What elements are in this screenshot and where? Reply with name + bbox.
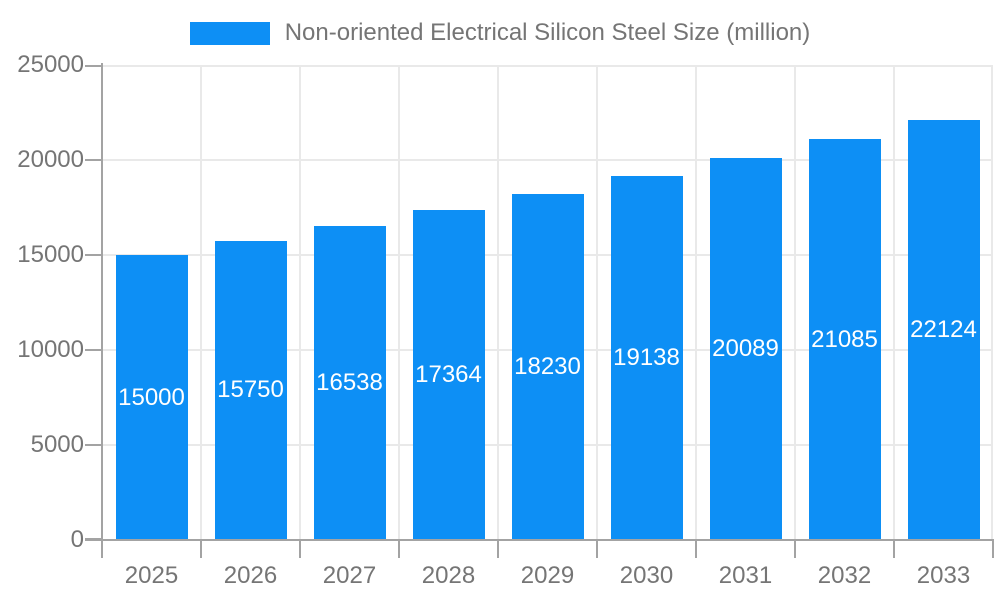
bar-value-label: 21085 [811, 325, 878, 353]
legend-swatch [189, 21, 270, 45]
gridline-v [794, 65, 796, 540]
bar-value-label: 19138 [613, 344, 680, 372]
x-tick-label: 2026 [223, 562, 278, 589]
bar[interactable]: 15000 [115, 255, 188, 540]
x-axis-line [85, 539, 993, 541]
bar[interactable]: 15750 [214, 240, 287, 540]
x-tick-label: 2031 [718, 562, 773, 589]
legend-label: Non-oriented Electrical Silicon Steel Si… [284, 19, 811, 46]
y-axis-tick [85, 538, 102, 540]
gridline-v [596, 65, 598, 540]
y-tick-label: 5000 [30, 431, 84, 458]
y-tick-label: 0 [70, 526, 84, 553]
x-axis-tick [497, 539, 499, 558]
y-axis-tick [85, 254, 102, 256]
gridline-v [991, 65, 993, 540]
x-axis-tick [596, 539, 598, 558]
x-tick-label: 2028 [421, 562, 476, 589]
x-tick-label: 2030 [619, 562, 674, 589]
gridline-h [102, 159, 993, 161]
bar[interactable]: 22124 [907, 119, 980, 540]
bar[interactable]: 21085 [808, 139, 881, 540]
gridline-h [102, 65, 993, 67]
bar[interactable]: 19138 [610, 176, 683, 540]
gridline-v [497, 65, 499, 540]
bar-value-label: 15000 [118, 383, 185, 411]
x-axis-tick [299, 539, 301, 558]
bar[interactable]: 16538 [313, 225, 386, 540]
gridline-v [695, 65, 697, 540]
x-tick-label: 2027 [322, 562, 377, 589]
x-axis-tick [695, 539, 697, 558]
y-axis-tick [85, 159, 102, 161]
y-tick-label: 25000 [17, 51, 84, 78]
gridline-v [299, 65, 301, 540]
y-tick-label: 10000 [17, 336, 84, 363]
gridline-v [893, 65, 895, 540]
plot-area: 15000 15750 16538 17364 18230 19138 20089 21085… [17, 52, 994, 589]
x-tick-label: 2025 [124, 562, 179, 589]
x-tick-label: 2033 [916, 562, 971, 589]
y-axis-tick [85, 349, 102, 351]
bar-value-label: 22124 [910, 315, 977, 343]
y-axis-line [101, 63, 103, 556]
bar[interactable]: 20089 [709, 158, 782, 540]
x-axis-tick [794, 539, 796, 558]
bar-value-label: 15750 [217, 376, 284, 404]
bar-value-label: 17364 [415, 361, 482, 389]
x-axis-tick [398, 539, 400, 558]
legend[interactable]: Non-oriented Electrical Silicon Steel Si… [0, 19, 1000, 47]
y-tick-label: 15000 [17, 241, 84, 268]
bar[interactable]: 17364 [412, 210, 485, 540]
x-tick-label: 2032 [817, 562, 872, 589]
bar-value-label: 16538 [316, 368, 383, 396]
x-axis-tick [992, 539, 994, 558]
y-axis-tick [85, 444, 102, 446]
x-axis-tick [200, 539, 202, 558]
x-axis-tick [893, 539, 895, 558]
y-tick-label: 20000 [17, 146, 84, 173]
bar[interactable]: 18230 [511, 193, 584, 540]
y-axis-tick [85, 65, 102, 67]
x-axis-tick [101, 539, 103, 558]
gridline-v [398, 65, 400, 540]
gridline-v [200, 65, 202, 540]
bar-value-label: 18230 [514, 352, 581, 380]
x-tick-label: 2029 [520, 562, 575, 589]
bar-value-label: 20089 [712, 335, 779, 363]
